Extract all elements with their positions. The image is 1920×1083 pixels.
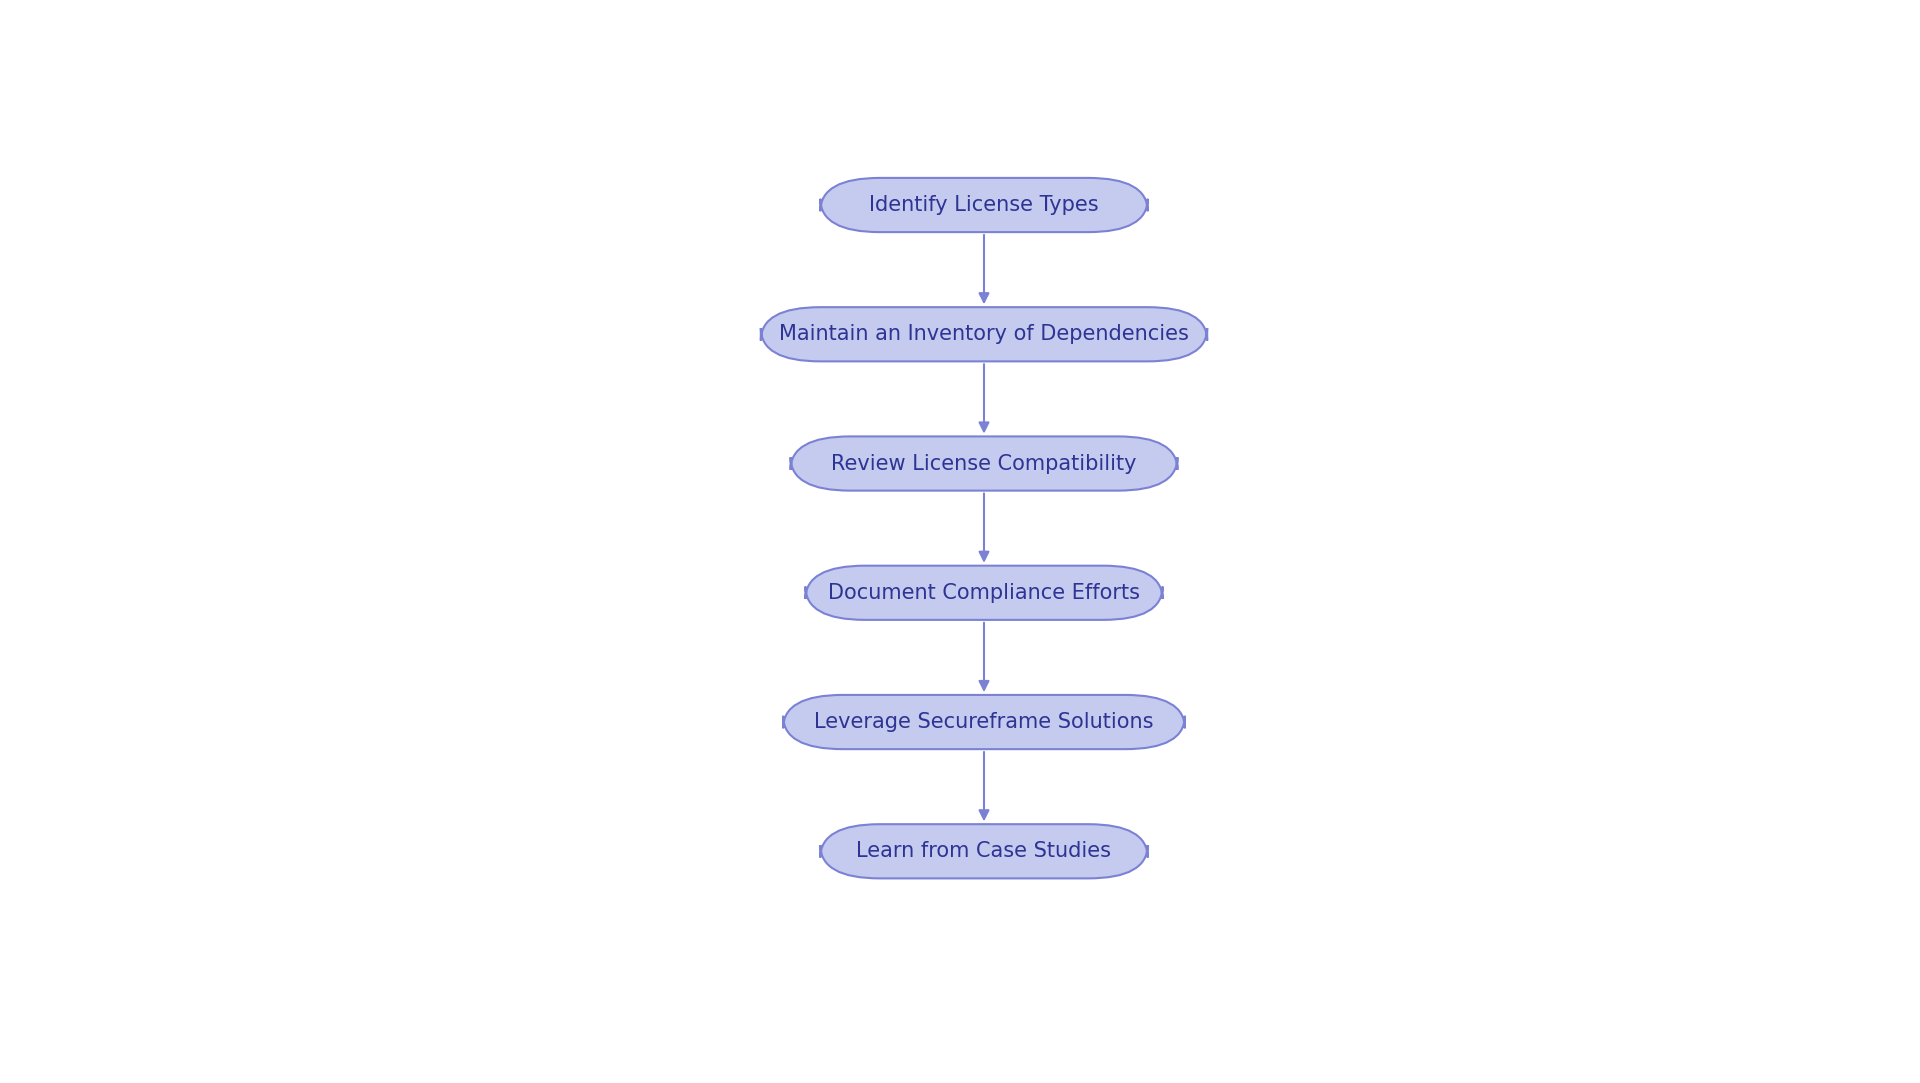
FancyBboxPatch shape: [820, 824, 1148, 878]
Text: Maintain an Inventory of Dependencies: Maintain an Inventory of Dependencies: [780, 324, 1188, 344]
Text: Identify License Types: Identify License Types: [870, 195, 1098, 216]
FancyBboxPatch shape: [806, 565, 1162, 619]
FancyBboxPatch shape: [820, 178, 1148, 232]
Text: Learn from Case Studies: Learn from Case Studies: [856, 841, 1112, 861]
Text: Leverage Secureframe Solutions: Leverage Secureframe Solutions: [814, 712, 1154, 732]
Text: Review License Compatibility: Review License Compatibility: [831, 454, 1137, 473]
FancyBboxPatch shape: [783, 695, 1185, 749]
Text: Document Compliance Efforts: Document Compliance Efforts: [828, 583, 1140, 603]
FancyBboxPatch shape: [791, 436, 1177, 491]
FancyBboxPatch shape: [760, 308, 1208, 362]
